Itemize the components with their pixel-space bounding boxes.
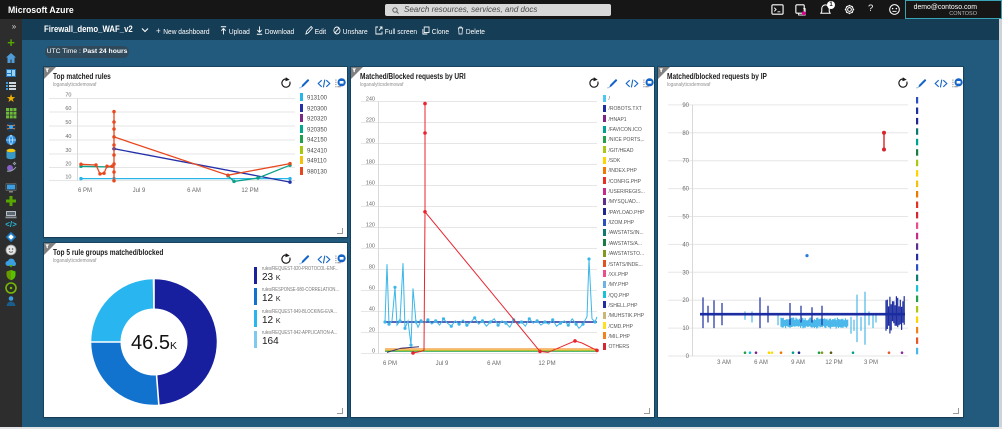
- svg-text:3 PM: 3 PM: [864, 360, 878, 366]
- svg-text:30: 30: [682, 270, 689, 276]
- svg-text:46.5K: 46.5K: [131, 332, 177, 354]
- svg-text:10: 10: [682, 326, 689, 332]
- svg-text:40: 40: [369, 307, 375, 313]
- svg-text:70: 70: [65, 93, 71, 99]
- svg-text:100: 100: [366, 244, 375, 250]
- svg-text:12 PM: 12 PM: [538, 361, 555, 367]
- svg-text:6 PM: 6 PM: [78, 188, 92, 194]
- svg-text:9 AM: 9 AM: [791, 360, 805, 366]
- svg-text:60: 60: [369, 286, 375, 292]
- svg-text:90: 90: [682, 103, 689, 109]
- svg-text:20: 20: [682, 298, 689, 304]
- svg-text:Jul 9: Jul 9: [436, 361, 449, 367]
- svg-text:220: 220: [366, 118, 375, 124]
- svg-text:6 AM: 6 AM: [754, 360, 768, 366]
- svg-text:80: 80: [682, 131, 689, 137]
- svg-text:12 PM: 12 PM: [241, 188, 258, 194]
- svg-text:40: 40: [65, 134, 71, 140]
- svg-text:140: 140: [366, 202, 375, 208]
- svg-text:30: 30: [65, 148, 71, 154]
- svg-text:50: 50: [65, 120, 71, 126]
- svg-text:40: 40: [682, 242, 689, 248]
- svg-text:60: 60: [65, 106, 71, 112]
- svg-text:120: 120: [366, 223, 375, 229]
- svg-text:50: 50: [682, 215, 689, 221]
- svg-text:240: 240: [366, 97, 375, 103]
- svg-text:10: 10: [65, 175, 71, 181]
- svg-text:6 AM: 6 AM: [187, 188, 201, 194]
- svg-text:3 AM: 3 AM: [717, 360, 731, 366]
- svg-text:160: 160: [366, 181, 375, 187]
- svg-text:200: 200: [366, 139, 375, 145]
- svg-text:80: 80: [369, 265, 375, 271]
- svg-text:12 PM: 12 PM: [825, 360, 842, 366]
- svg-text:0: 0: [686, 354, 690, 360]
- svg-text:70: 70: [682, 159, 689, 165]
- svg-text:20: 20: [369, 328, 375, 334]
- svg-text:60: 60: [682, 187, 689, 193]
- svg-text:6 AM: 6 AM: [487, 361, 501, 367]
- svg-text:6 PM: 6 PM: [383, 361, 397, 367]
- svg-text:0: 0: [372, 349, 375, 355]
- svg-text:180: 180: [366, 160, 375, 166]
- svg-text:Jul 9: Jul 9: [133, 188, 146, 194]
- svg-text:20: 20: [65, 162, 71, 168]
